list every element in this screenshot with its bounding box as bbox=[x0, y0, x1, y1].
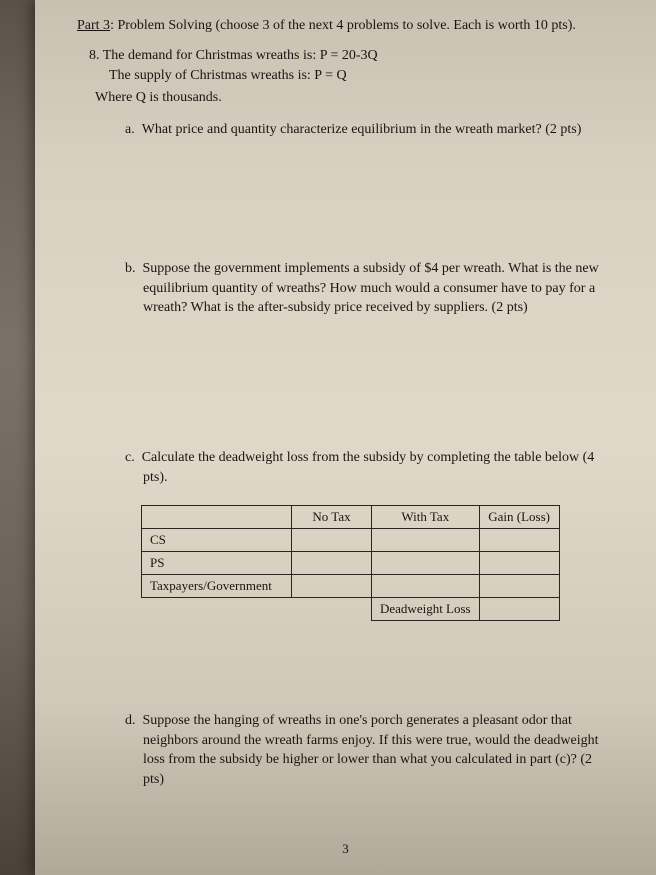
table-header-empty bbox=[142, 506, 292, 529]
table-header-notax: No Tax bbox=[292, 506, 372, 529]
table-footer-dwl: Deadweight Loss bbox=[372, 598, 480, 621]
part-title: Part 3: Problem Solving (choose 3 of the… bbox=[77, 18, 608, 34]
table-footer-row: Deadweight Loss bbox=[142, 598, 560, 621]
subpart-b-label: b. bbox=[125, 261, 136, 276]
table-cell bbox=[372, 575, 480, 598]
problem-demand: The demand for Christmas wreaths is: P =… bbox=[103, 48, 378, 63]
subpart-d: d. Suppose the hanging of wreaths in one… bbox=[125, 711, 608, 789]
problem-number-line: 8. The demand for Christmas wreaths is: … bbox=[89, 48, 608, 64]
subpart-a: a. What price and quantity characterize … bbox=[125, 120, 608, 140]
table-cell bbox=[372, 552, 480, 575]
subpart-b: b. Suppose the government implements a s… bbox=[125, 259, 608, 318]
table-row: PS bbox=[142, 552, 560, 575]
problem-where: Where Q is thousands. bbox=[95, 90, 608, 106]
document-page: Part 3: Problem Solving (choose 3 of the… bbox=[35, 0, 656, 875]
subpart-c: c. Calculate the deadweight loss from th… bbox=[125, 448, 608, 487]
subpart-a-label: a. bbox=[125, 122, 135, 137]
part-title-text: : Problem Solving (choose 3 of the next … bbox=[110, 18, 576, 33]
deadweight-loss-table: No Tax With Tax Gain (Loss) CS PS Taxpay… bbox=[141, 505, 560, 621]
table-cell bbox=[292, 575, 372, 598]
subpart-d-label: d. bbox=[125, 713, 136, 728]
subpart-c-text: Calculate the deadweight loss from the s… bbox=[142, 450, 595, 485]
table-header-gainloss: Gain (Loss) bbox=[479, 506, 559, 529]
page-number: 3 bbox=[342, 841, 349, 857]
table-footer-empty bbox=[142, 598, 372, 621]
table-cell bbox=[372, 529, 480, 552]
table-header-row: No Tax With Tax Gain (Loss) bbox=[142, 506, 560, 529]
problem-supply: The supply of Christmas wreaths is: P = … bbox=[109, 66, 608, 86]
table-cell bbox=[479, 575, 559, 598]
table-row-ps: PS bbox=[142, 552, 292, 575]
table-cell bbox=[479, 552, 559, 575]
table-row: Taxpayers/Government bbox=[142, 575, 560, 598]
table-cell bbox=[292, 552, 372, 575]
part-label: Part 3 bbox=[77, 18, 110, 33]
table-cell bbox=[479, 598, 559, 621]
subpart-c-label: c. bbox=[125, 450, 135, 465]
table-header-withtax: With Tax bbox=[372, 506, 480, 529]
table-cell bbox=[479, 529, 559, 552]
subpart-a-text: What price and quantity characterize equ… bbox=[142, 122, 582, 137]
problem-number: 8. bbox=[89, 48, 100, 63]
table-row: CS bbox=[142, 529, 560, 552]
table-cell bbox=[292, 529, 372, 552]
table-row-cs: CS bbox=[142, 529, 292, 552]
subpart-b-text: Suppose the government implements a subs… bbox=[143, 261, 599, 315]
subpart-d-text: Suppose the hanging of wreaths in one's … bbox=[143, 713, 599, 787]
table-row-taxpayers: Taxpayers/Government bbox=[142, 575, 292, 598]
